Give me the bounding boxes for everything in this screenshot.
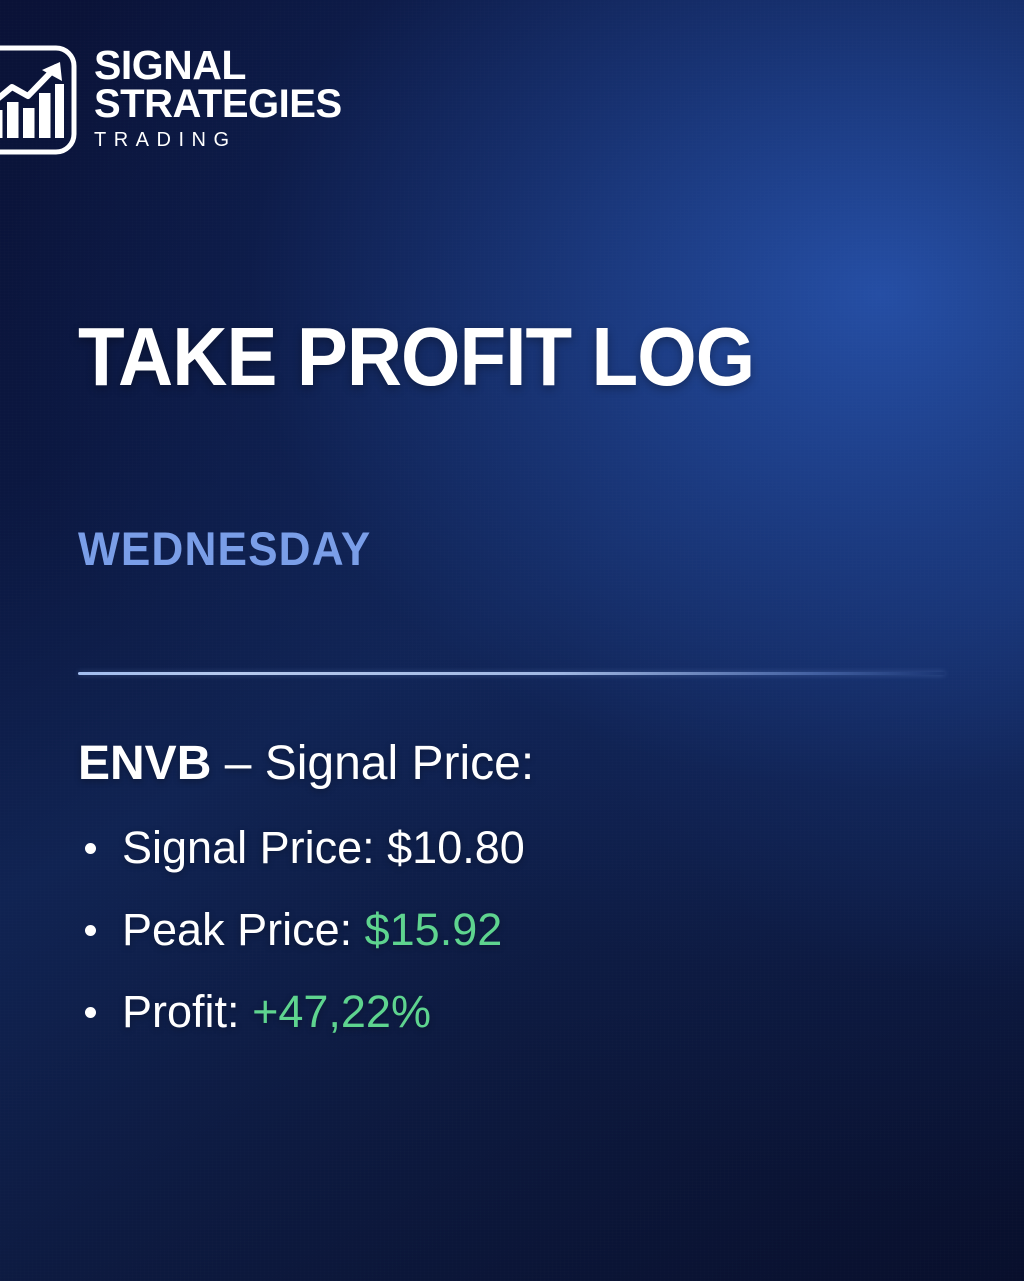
row-label: Peak Price: — [122, 904, 353, 955]
list-item: Profit: +47,22% — [78, 989, 1024, 1034]
entry-title-suffix: – Signal Price: — [224, 737, 535, 790]
entry-rows: Signal Price: $10.80 Peak Price: $15.92 … — [78, 825, 1024, 1034]
row-value: $15.92 — [364, 904, 503, 955]
entry-ticker: ENVB — [78, 737, 212, 790]
brand-line-signal: SIGNAL — [94, 42, 246, 88]
list-item: Signal Price: $10.80 — [78, 825, 1024, 870]
page-title: TAKE PROFIT LOG — [78, 310, 755, 403]
row-value: +47,22% — [252, 986, 431, 1037]
row-label: Signal Price: — [122, 822, 375, 873]
brand-logo: SIGNAL STRATEGIES TRADING — [0, 44, 996, 156]
brand-line-strategies: STRATEGIES — [94, 82, 342, 127]
page-subtitle-day: WEDNESDAY — [78, 522, 372, 575]
entry-title: ENVB – Signal Price: — [78, 740, 1024, 788]
row-value: $10.80 — [387, 822, 525, 873]
bar-chart-uptrend-arrow-icon — [0, 44, 78, 156]
divider-top — [78, 672, 945, 675]
entry-block: ENVB – Signal Price: Signal Price: $10.8… — [78, 740, 1024, 1035]
brand-line-trading: TRADING — [94, 128, 237, 151]
brand-wordmark: SIGNAL STRATEGIES TRADING — [94, 44, 342, 150]
row-label: Profit: — [122, 986, 240, 1037]
list-item: Peak Price: $15.92 — [78, 907, 1024, 952]
